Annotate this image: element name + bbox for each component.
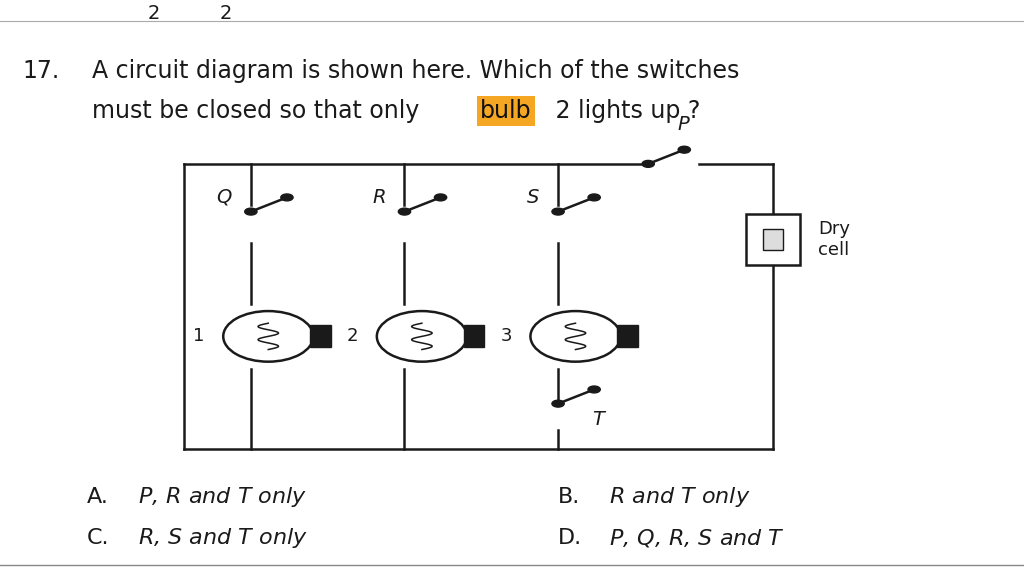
- Text: 2 lights up ?: 2 lights up ?: [548, 99, 700, 123]
- Bar: [763, 229, 783, 250]
- Circle shape: [678, 146, 690, 153]
- Text: 3: 3: [501, 327, 512, 346]
- Text: $P$: $P$: [678, 114, 691, 133]
- Bar: [617, 325, 638, 347]
- Text: $S$: $S$: [526, 188, 540, 207]
- Text: C.: C.: [87, 528, 110, 547]
- Text: D.: D.: [558, 528, 583, 547]
- Circle shape: [552, 208, 564, 215]
- Circle shape: [588, 386, 600, 393]
- Circle shape: [245, 208, 257, 215]
- Text: 17.: 17.: [23, 59, 59, 83]
- Circle shape: [642, 160, 654, 167]
- Text: $R$ and $T$ only: $R$ and $T$ only: [609, 485, 751, 509]
- Text: $Q$: $Q$: [216, 187, 232, 207]
- Circle shape: [588, 194, 600, 201]
- Text: must be closed so that only: must be closed so that only: [92, 99, 427, 123]
- Text: 1: 1: [194, 327, 205, 346]
- Bar: [464, 325, 484, 347]
- Text: A.: A.: [87, 488, 109, 507]
- Text: B.: B.: [558, 488, 581, 507]
- Text: $2$: $2$: [147, 3, 160, 23]
- Text: cell: cell: [818, 240, 850, 259]
- Text: $T$: $T$: [592, 409, 607, 428]
- Text: A circuit diagram is shown here. Which of the switches: A circuit diagram is shown here. Which o…: [92, 59, 739, 83]
- Text: Dry: Dry: [818, 220, 850, 238]
- Text: $R$, $S$ and $T$ only: $R$, $S$ and $T$ only: [138, 526, 308, 550]
- Bar: [746, 214, 800, 264]
- Text: bulb: bulb: [480, 99, 531, 123]
- Text: $P$, $Q$, $R$, $S$ and $T$: $P$, $Q$, $R$, $S$ and $T$: [609, 527, 785, 549]
- Text: 2: 2: [347, 327, 358, 346]
- Circle shape: [398, 208, 411, 215]
- Text: $R$: $R$: [373, 188, 386, 207]
- Bar: [310, 325, 331, 347]
- Circle shape: [281, 194, 293, 201]
- Circle shape: [552, 400, 564, 407]
- Circle shape: [434, 194, 446, 201]
- Text: $P$, $R$ and $T$ only: $P$, $R$ and $T$ only: [138, 485, 307, 509]
- Text: $2$: $2$: [219, 3, 231, 23]
